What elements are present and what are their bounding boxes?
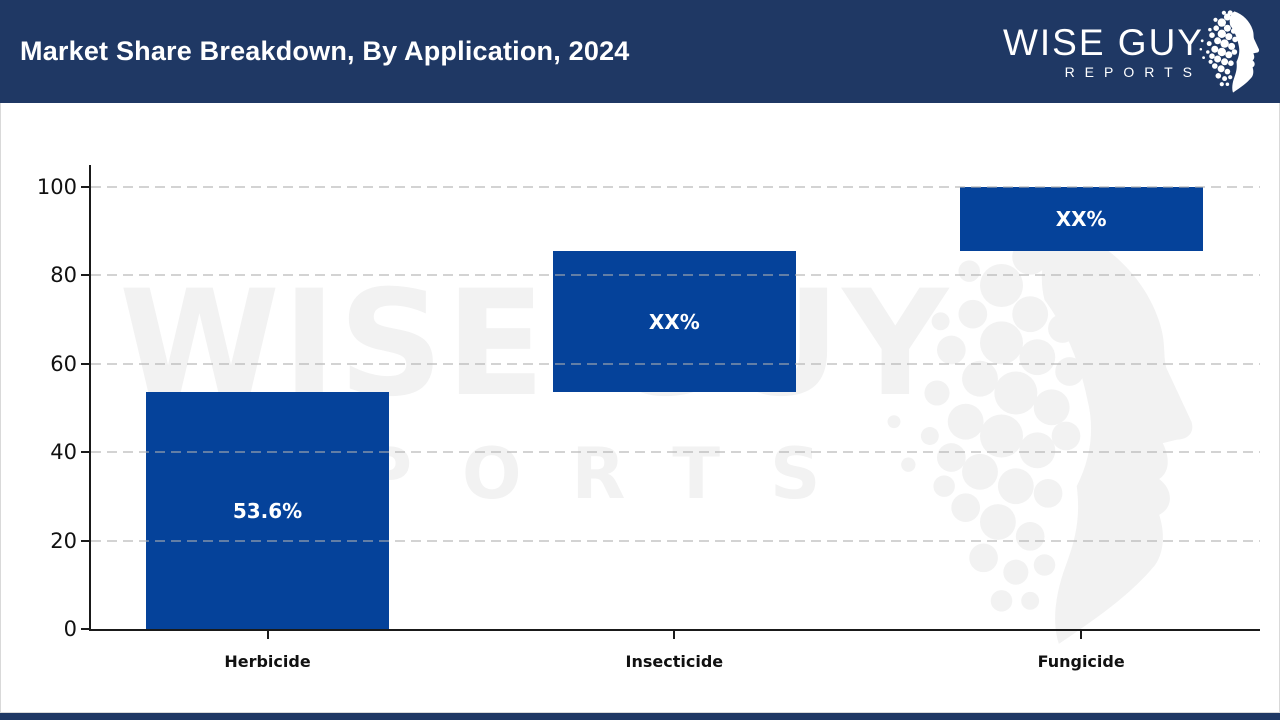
- bar-value-label-insecticide: XX%: [648, 309, 700, 334]
- x-axis-tick-fungicide: [1080, 631, 1083, 639]
- logo-tagline-text: REPORTS: [1064, 63, 1202, 80]
- logo-text: WISE GUY REPORTS: [1003, 24, 1204, 80]
- bar-insecticide: XX%: [552, 251, 796, 393]
- y-axis-tick-0: [81, 628, 89, 630]
- bar-value-label-fungicide: XX%: [1055, 207, 1107, 232]
- y-axis-tick-label-40: 40: [50, 440, 77, 465]
- x-axis-tick-insecticide: [673, 631, 676, 639]
- x-axis-label-insecticide: Insecticide: [625, 652, 724, 671]
- bar-fungicide: XX%: [959, 187, 1203, 252]
- plot-area: 0 20 40 60 80 100 53.6% Herbicide XX% Insecticide…: [37, 165, 1260, 671]
- chart-area: WISE GUY REPORTS 0 20 40 60 80 100 53.6% Herbic…: [0, 103, 1280, 713]
- x-axis-label-fungicide: Fungicide: [1037, 652, 1125, 671]
- gridline-60: [91, 362, 1260, 365]
- header-bar: Market Share Breakdown, By Application, …: [0, 0, 1280, 103]
- page-title: Market Share Breakdown, By Application, …: [20, 36, 630, 66]
- y-axis-tick-label-0: 0: [63, 617, 77, 641]
- x-axis-label-herbicide: Herbicide: [224, 652, 311, 671]
- wise-guy-reports-logo: WISE GUY REPORTS: [1003, 10, 1262, 94]
- y-axis-tick-80: [81, 274, 89, 277]
- y-axis-tick-label-80: 80: [50, 263, 77, 288]
- y-axis-tick-60: [81, 362, 89, 365]
- y-axis-tick-40: [81, 451, 89, 454]
- footer-bar: [0, 713, 1280, 720]
- y-axis-tick-20: [81, 539, 89, 542]
- y-axis-tick-100: [81, 186, 89, 189]
- y-axis-tick-label-100: 100: [36, 175, 77, 200]
- y-axis-tick-label-60: 60: [50, 351, 77, 376]
- bar-herbicide: 53.6%: [145, 392, 390, 629]
- gridline-20: [91, 539, 1260, 542]
- x-axis-tick-herbicide: [266, 631, 269, 639]
- gridline-100: [91, 186, 1260, 189]
- bar-value-label-herbicide: 53.6%: [232, 498, 303, 523]
- gridline-80: [91, 274, 1260, 277]
- y-axis-tick-label-20: 20: [50, 528, 77, 553]
- logo-name-text: WISE GUY: [1002, 21, 1204, 63]
- gridline-40: [91, 451, 1260, 454]
